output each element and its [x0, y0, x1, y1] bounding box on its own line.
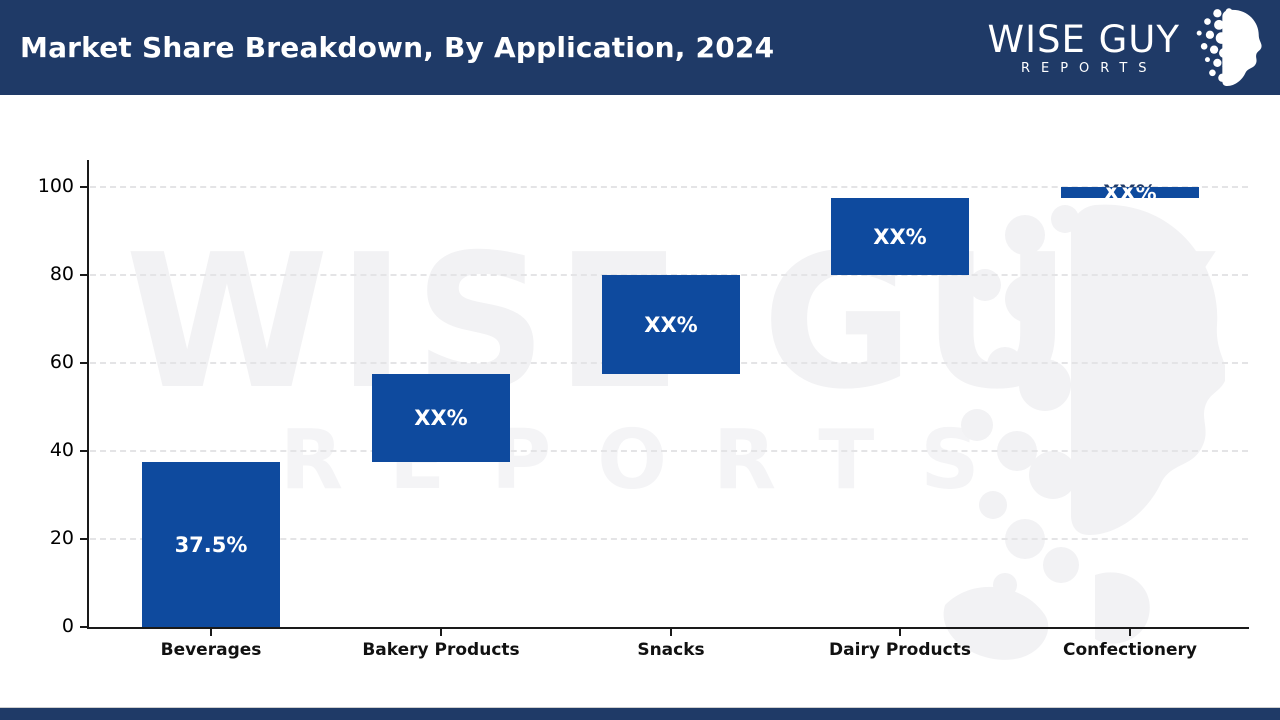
bar [142, 462, 280, 627]
y-axis-line [87, 160, 89, 629]
y-tick-label: 40 [49, 439, 74, 461]
logo-subtitle: REPORTS [1020, 60, 1158, 76]
x-tick [1129, 629, 1131, 636]
wiseguy-logo: WISE GUY REPORTS [988, 4, 1266, 92]
bar-label: XX% [1061, 180, 1199, 206]
y-tick [80, 450, 87, 452]
x-tick [210, 629, 212, 636]
y-tick [80, 274, 87, 276]
y-tick-label: 20 [49, 527, 74, 549]
bar [831, 198, 969, 275]
x-axis-line [87, 627, 1249, 629]
y-tick-label: 60 [49, 351, 74, 373]
y-tick [80, 538, 87, 540]
x-axis-label: Beverages [160, 640, 262, 660]
gridline [90, 186, 1248, 188]
bar [602, 275, 740, 374]
x-axis-label: Snacks [637, 640, 705, 660]
x-tick [670, 629, 672, 636]
bar-label: XX% [873, 224, 927, 249]
bar-label: XX% [644, 312, 698, 337]
y-tick [80, 626, 87, 628]
y-tick [80, 186, 87, 188]
gridline [90, 538, 1248, 540]
y-tick [80, 362, 87, 364]
bar-label: 37.5% [174, 532, 248, 557]
x-tick [899, 629, 901, 636]
bar [372, 374, 510, 462]
y-tick-label: 80 [49, 263, 74, 285]
y-tick-label: 0 [61, 615, 74, 637]
x-axis-label: Confectionery [1063, 640, 1197, 660]
logo-text: WISE GUY REPORTS [988, 21, 1180, 76]
y-tick-label: 100 [37, 175, 74, 197]
page-title: Market Share Breakdown, By Application, … [20, 31, 775, 64]
gridline [90, 450, 1248, 452]
logo-head-icon [1196, 8, 1262, 87]
x-tick [440, 629, 442, 636]
x-axis-label: Dairy Products [829, 640, 971, 660]
header: Market Share Breakdown, By Application, … [0, 0, 1280, 95]
bar-label: XX% [414, 406, 468, 430]
logo-wordmark: WISE GUY [987, 17, 1180, 61]
bar [1061, 187, 1199, 198]
footer-bar [0, 707, 1280, 720]
x-axis-label: Bakery Products [362, 640, 520, 660]
